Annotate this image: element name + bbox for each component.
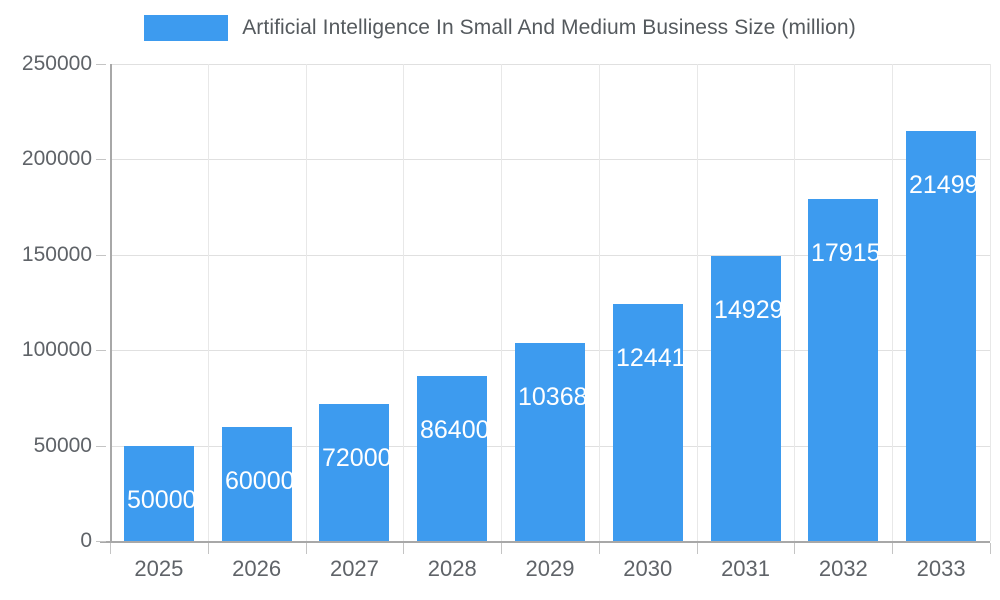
y-tick-label: 150000 [21,242,92,266]
gridline-vertical [501,64,502,541]
bar-value-label: 72000 [322,446,389,471]
bar-value-label: 103680 [518,385,585,410]
bar-value-label: 60000 [225,469,292,494]
gridline-vertical [794,64,795,541]
x-tick-label: 2027 [329,556,379,581]
gridline-vertical [599,64,600,541]
y-tick-mark [96,445,106,447]
gridline-vertical [208,64,209,541]
x-axis-line [100,541,990,543]
bar[interactable]: 86400 [417,376,487,541]
y-tick-label: 0 [80,529,92,552]
gridline-vertical [892,64,893,541]
y-axis-line [110,64,112,542]
x-tick-label: 2032 [818,556,868,581]
x-tick-label: 2025 [134,556,184,581]
x-tick-mark [599,543,600,554]
x-tick-mark [306,543,307,554]
chart-legend: Artificial Intelligence In Small And Med… [0,0,1000,56]
bar-value-label: 149299 [714,298,781,323]
bar-value-label: 124416 [616,346,683,371]
x-tick-mark [892,543,893,554]
gridline-horizontal [110,159,990,161]
bar[interactable]: 149299 [711,256,781,541]
x-tick-mark [794,543,795,554]
x-tick-label: 2030 [623,556,673,581]
x-tick-mark [208,543,209,554]
plot-area: 50000 60000 72000 86400 103680 124416 149299 17… [110,64,991,542]
bar-value-label: 50000 [127,488,194,513]
x-tick-mark [501,543,502,554]
x-tick-label: 2031 [721,556,771,581]
y-tick-mark [96,350,106,352]
y-tick-mark [96,64,106,65]
gridline-vertical [990,64,991,541]
bar[interactable]: 214991 [906,131,976,541]
legend-entry-label: Artificial Intelligence In Small And Med… [242,16,856,39]
x-tick-label: 2026 [232,556,282,581]
x-tick-label: 2033 [916,556,966,581]
bar[interactable]: 103680 [515,343,585,541]
legend-color-swatch [144,15,229,41]
x-tick-mark [403,543,404,554]
bar[interactable]: 50000 [124,446,194,541]
bar-value-label: 214991 [909,173,976,198]
x-tick-label: 2028 [427,556,477,581]
y-tick-label: 100000 [21,338,92,362]
bar-value-label: 179159 [811,241,878,266]
y-tick-mark [96,159,106,161]
x-tick-mark [990,543,991,554]
gridline-horizontal [110,64,990,65]
gridline-vertical [306,64,307,541]
bar[interactable]: 60000 [222,427,292,541]
gridline-vertical [403,64,404,541]
gridline-horizontal [110,254,990,256]
bar[interactable]: 72000 [319,404,389,541]
bar-value-label: 86400 [420,418,487,443]
bar[interactable]: 179159 [808,199,878,541]
y-tick-mark [96,541,106,542]
y-tick-label: 50000 [33,433,92,457]
y-tick-label: 250000 [21,52,92,75]
x-tick-mark [110,543,111,554]
gridline-vertical [697,64,698,541]
y-tick-label: 200000 [21,147,92,171]
bar[interactable]: 124416 [613,304,683,541]
x-tick-label: 2029 [525,556,575,581]
legend-entry[interactable]: Artificial Intelligence In Small And Med… [144,15,856,41]
x-tick-mark [697,543,698,554]
y-tick-mark [96,254,106,256]
